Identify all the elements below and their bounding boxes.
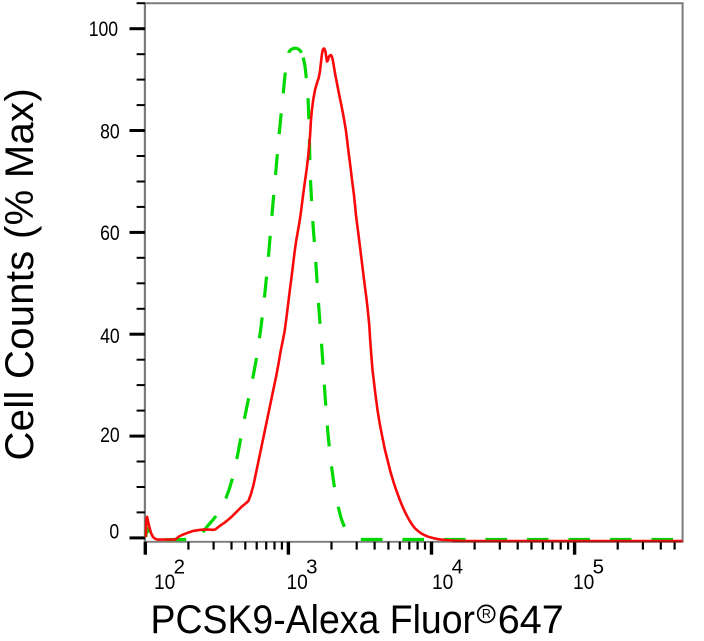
svg-text:647: 647 bbox=[498, 598, 564, 641]
svg-text:4: 4 bbox=[452, 556, 463, 579]
svg-text:2: 2 bbox=[174, 556, 185, 579]
svg-text:10: 10 bbox=[154, 570, 175, 594]
svg-text:0: 0 bbox=[109, 519, 119, 543]
svg-text:R: R bbox=[482, 607, 491, 621]
svg-text:5: 5 bbox=[593, 556, 604, 579]
svg-text:Cell Counts (% Max): Cell Counts (% Max) bbox=[0, 88, 42, 460]
svg-text:100: 100 bbox=[89, 17, 118, 41]
svg-text:PCSK9-Alexa Fluor: PCSK9-Alexa Fluor bbox=[151, 598, 476, 641]
svg-text:10: 10 bbox=[432, 570, 453, 594]
svg-text:80: 80 bbox=[100, 119, 120, 143]
svg-text:10: 10 bbox=[573, 570, 594, 594]
svg-text:40: 40 bbox=[100, 324, 120, 348]
svg-text:3: 3 bbox=[306, 556, 317, 579]
svg-text:10: 10 bbox=[287, 570, 308, 594]
svg-text:60: 60 bbox=[100, 221, 120, 245]
svg-text:20: 20 bbox=[100, 423, 120, 447]
